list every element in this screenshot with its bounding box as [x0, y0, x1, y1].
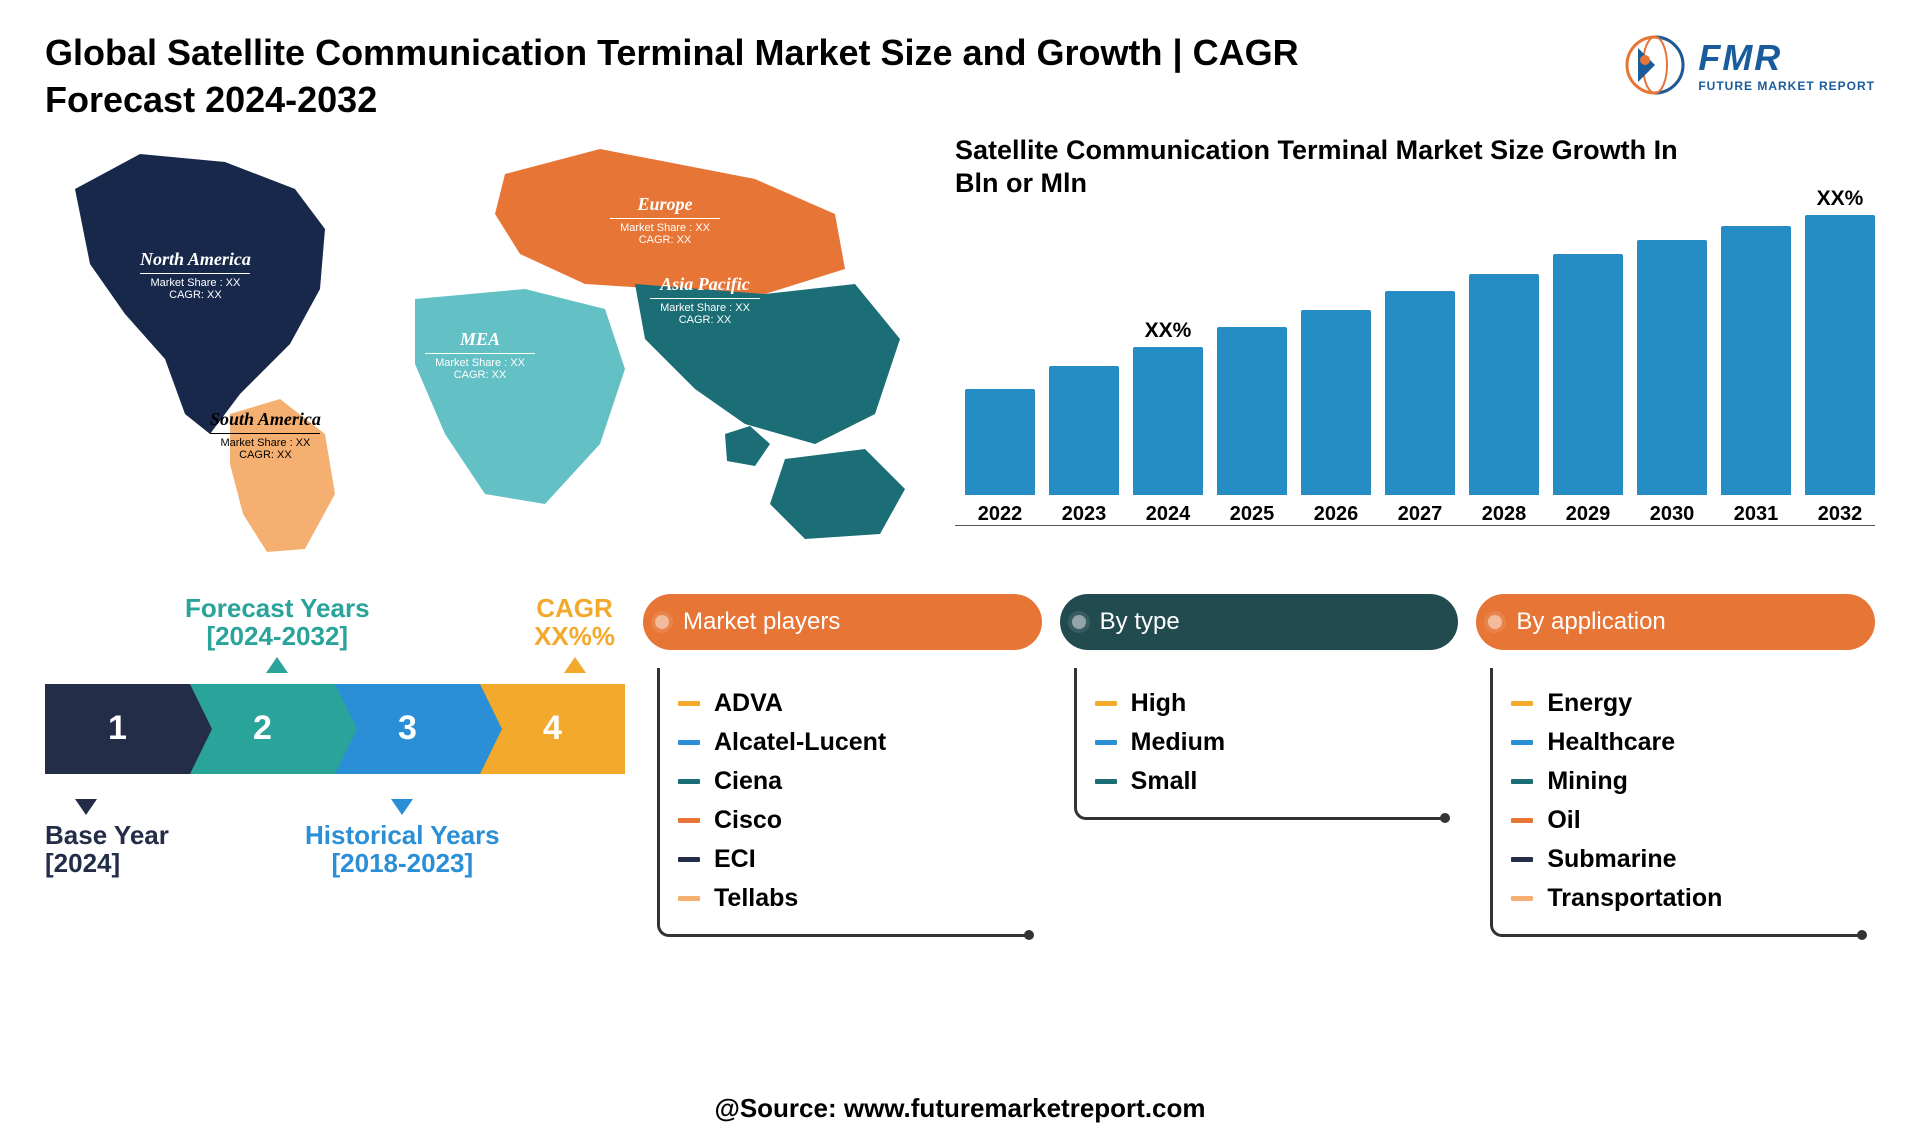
chart-bar-2028: 2028	[1469, 274, 1539, 526]
region-label-north-america: North AmericaMarket Share : XXCAGR: XX	[140, 249, 251, 301]
region-australia	[770, 449, 905, 539]
chart-bar-2025: 2025	[1217, 327, 1287, 526]
market-players-column: Market players ADVAAlcatel-LucentCienaCi…	[643, 594, 1042, 937]
market-player-item: Ciena	[678, 762, 1016, 801]
world-map: North AmericaMarket Share : XXCAGR: XX So…	[45, 134, 925, 554]
market-player-item: Cisco	[678, 801, 1016, 840]
forecast-years-range: [2024-2032]	[185, 622, 370, 651]
historical-years-range: [2018-2023]	[305, 849, 500, 878]
application-item: Energy	[1511, 684, 1849, 723]
application-item: Transportation	[1511, 879, 1849, 918]
by-application-column: By application EnergyHealthcareMiningOil…	[1476, 594, 1875, 937]
region-label-south-america: South AmericaMarket Share : XXCAGR: XX	[210, 409, 321, 461]
market-player-item: ECI	[678, 840, 1016, 879]
type-item: Medium	[1095, 723, 1433, 762]
forecast-years-label: Forecast Years	[185, 594, 370, 623]
application-item: Mining	[1511, 762, 1849, 801]
region-label-mea: MEAMarket Share : XXCAGR: XX	[425, 329, 535, 381]
chart-title: Satellite Communication Terminal Market …	[955, 134, 1875, 202]
application-item: Submarine	[1511, 840, 1849, 879]
type-item: High	[1095, 684, 1433, 723]
chart-bar-2030: 2030	[1637, 240, 1707, 526]
application-item: Oil	[1511, 801, 1849, 840]
chart-bar-2026: 2026	[1301, 310, 1371, 526]
source-attribution: @Source: www.futuremarketreport.com	[0, 1093, 1920, 1124]
cagr-value: XX%%	[534, 622, 615, 651]
chart-bar-2022: 2022	[965, 389, 1035, 526]
base-year-value: [2024]	[45, 849, 169, 878]
region-sea-islands	[725, 426, 770, 466]
chart-bar-2032: XX%2032	[1805, 215, 1875, 526]
base-year-label: Base Year	[45, 821, 169, 850]
logo-globe-icon	[1620, 30, 1690, 100]
region-mea	[415, 289, 625, 504]
by-type-column: By type HighMediumSmall	[1060, 594, 1459, 937]
chart-bar-2031: 2031	[1721, 226, 1791, 526]
historical-years-label: Historical Years	[305, 821, 500, 850]
region-label-asia-pacific: Asia PacificMarket Share : XXCAGR: XX	[650, 274, 760, 326]
timeline-segment-1: 1	[45, 684, 190, 774]
type-item: Small	[1095, 762, 1433, 801]
market-player-item: Alcatel-Lucent	[678, 723, 1016, 762]
growth-bar-chart: Satellite Communication Terminal Market …	[955, 134, 1875, 554]
fmr-logo: FMR FUTURE MARKET REPORT	[1620, 30, 1875, 100]
region-label-europe: EuropeMarket Share : XXCAGR: XX	[610, 194, 720, 246]
market-player-item: ADVA	[678, 684, 1016, 723]
market-players-title: Market players	[683, 608, 840, 636]
logo-text-sub: FUTURE MARKET REPORT	[1698, 79, 1875, 93]
chart-bar-2029: 2029	[1553, 254, 1623, 526]
chart-bar-2027: 2027	[1385, 291, 1455, 526]
chart-bar-2024: XX%2024	[1133, 347, 1203, 526]
page-title: Global Satellite Communication Terminal …	[45, 30, 1445, 124]
timeline-block: Forecast Years [2024-2032] CAGR XX%% 123…	[45, 594, 625, 937]
logo-text-main: FMR	[1698, 37, 1875, 79]
by-type-title: By type	[1100, 608, 1180, 636]
by-application-title: By application	[1516, 608, 1665, 636]
cagr-label: CAGR	[534, 594, 615, 623]
chart-bar-2023: 2023	[1049, 366, 1119, 526]
market-player-item: Tellabs	[678, 879, 1016, 918]
application-item: Healthcare	[1511, 723, 1849, 762]
